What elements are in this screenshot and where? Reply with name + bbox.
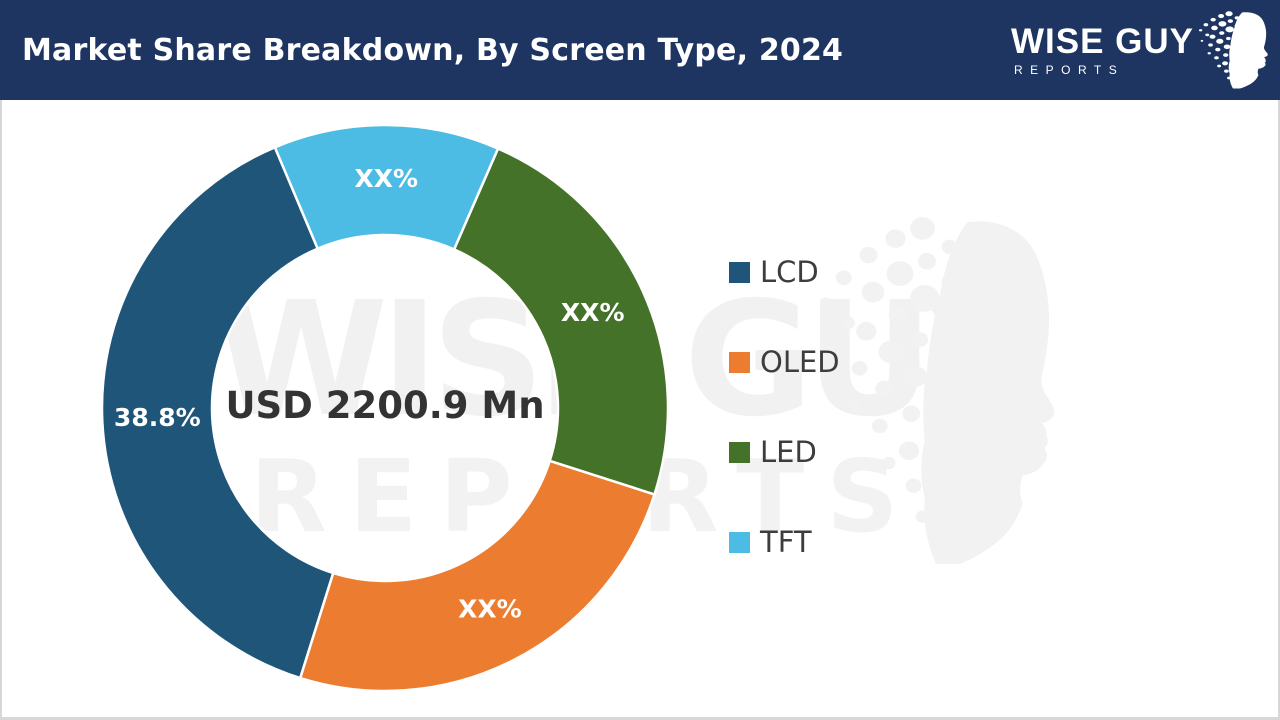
- donut-segment-oled[interactable]: [299, 459, 656, 693]
- brand-name: WISE GUY: [1010, 21, 1194, 61]
- donut-segment-led[interactable]: [452, 147, 670, 496]
- legend-swatch-oled: [729, 351, 750, 373]
- brand-head-dots-icon: [1198, 11, 1268, 89]
- donut-segment-tft[interactable]: [273, 123, 500, 251]
- brand-logo-text: WISE GUY REPORTS: [1010, 21, 1194, 77]
- legend-item-tft[interactable]: TFT: [729, 522, 812, 562]
- segment-label-lcd: 38.8%: [114, 403, 201, 432]
- segment-label-tft: XX%: [354, 164, 418, 193]
- brand-logo: WISE GUY REPORTS: [1011, 11, 1270, 89]
- legend-label: LCD: [760, 255, 819, 289]
- donut-center-value: USD 2200.9 Mn: [225, 384, 545, 427]
- legend-label: TFT: [760, 525, 812, 559]
- chart-area: WISE GUY REPORTS 38.8%XX%XX%XX% USD 2200…: [0, 100, 1280, 720]
- donut-segment-lcd[interactable]: [100, 146, 335, 680]
- segment-label-oled: XX%: [458, 594, 522, 623]
- legend-swatch-led: [729, 441, 750, 463]
- segment-label-led: XX%: [561, 298, 625, 327]
- brand-tagline: REPORTS: [1013, 62, 1125, 77]
- legend-swatch-tft: [729, 531, 750, 553]
- legend-label: LED: [760, 435, 817, 469]
- page-title: Market Share Breakdown, By Screen Type, …: [22, 32, 844, 68]
- header-bar: Market Share Breakdown, By Screen Type, …: [0, 0, 1280, 100]
- donut-chart: 38.8% XX% XX% XX%: [100, 123, 670, 693]
- legend-label: OLED: [760, 345, 840, 379]
- legend-item-oled[interactable]: OLED: [729, 342, 840, 382]
- legend-swatch-lcd: [729, 261, 750, 283]
- legend-item-led[interactable]: LED: [729, 432, 817, 472]
- legend-item-lcd[interactable]: LCD: [729, 252, 819, 292]
